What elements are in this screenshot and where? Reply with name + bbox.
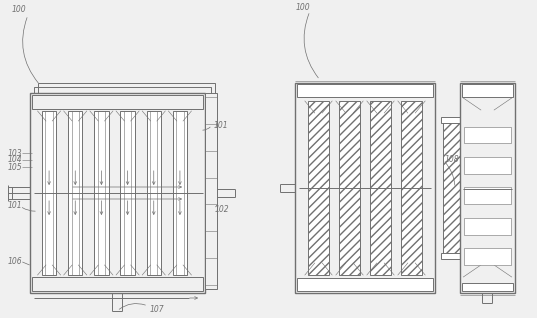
- Text: 106: 106: [8, 257, 23, 266]
- Bar: [441, 117, 469, 123]
- Polygon shape: [336, 101, 363, 113]
- Bar: [34, 87, 211, 289]
- Polygon shape: [38, 111, 61, 125]
- Polygon shape: [398, 101, 425, 113]
- Text: 102: 102: [215, 205, 230, 215]
- Bar: [32, 277, 203, 291]
- Text: 108: 108: [445, 156, 460, 164]
- Polygon shape: [398, 263, 425, 275]
- Polygon shape: [305, 101, 332, 113]
- Text: 107: 107: [150, 305, 165, 314]
- Polygon shape: [116, 261, 139, 275]
- Polygon shape: [367, 263, 394, 275]
- Polygon shape: [64, 111, 87, 125]
- Bar: [38, 83, 215, 285]
- Bar: [441, 253, 469, 259]
- Polygon shape: [463, 265, 512, 277]
- Bar: [462, 283, 513, 291]
- Bar: [94, 111, 108, 275]
- Polygon shape: [336, 263, 363, 275]
- Bar: [295, 83, 435, 293]
- Text: 100: 100: [296, 3, 310, 12]
- Text: 101: 101: [8, 202, 23, 211]
- Text: 105: 105: [8, 162, 23, 171]
- Bar: [297, 278, 433, 291]
- Bar: [32, 95, 203, 109]
- Bar: [464, 127, 511, 143]
- Bar: [464, 248, 511, 265]
- Text: 101: 101: [214, 121, 229, 129]
- Text: 103: 103: [8, 149, 23, 157]
- Polygon shape: [142, 261, 165, 275]
- Text: 100: 100: [12, 5, 27, 15]
- Bar: [464, 188, 511, 204]
- Bar: [369, 101, 391, 275]
- Polygon shape: [90, 261, 113, 275]
- Bar: [464, 218, 511, 235]
- Bar: [443, 123, 467, 253]
- Polygon shape: [169, 261, 191, 275]
- Polygon shape: [142, 111, 165, 125]
- Bar: [173, 111, 187, 275]
- Bar: [464, 157, 511, 174]
- Bar: [68, 111, 83, 275]
- Bar: [308, 101, 329, 275]
- Bar: [205, 93, 217, 289]
- Polygon shape: [305, 263, 332, 275]
- Bar: [460, 83, 515, 293]
- Bar: [147, 111, 161, 275]
- Bar: [401, 101, 422, 275]
- Polygon shape: [90, 111, 113, 125]
- Polygon shape: [367, 101, 394, 113]
- Polygon shape: [116, 111, 139, 125]
- Polygon shape: [64, 261, 87, 275]
- Bar: [339, 101, 360, 275]
- Bar: [297, 84, 433, 97]
- Polygon shape: [463, 98, 512, 110]
- Bar: [462, 84, 513, 97]
- Bar: [30, 93, 205, 293]
- Text: 104: 104: [8, 156, 23, 164]
- Bar: [120, 111, 135, 275]
- Polygon shape: [169, 111, 191, 125]
- Bar: [42, 111, 56, 275]
- Polygon shape: [38, 261, 61, 275]
